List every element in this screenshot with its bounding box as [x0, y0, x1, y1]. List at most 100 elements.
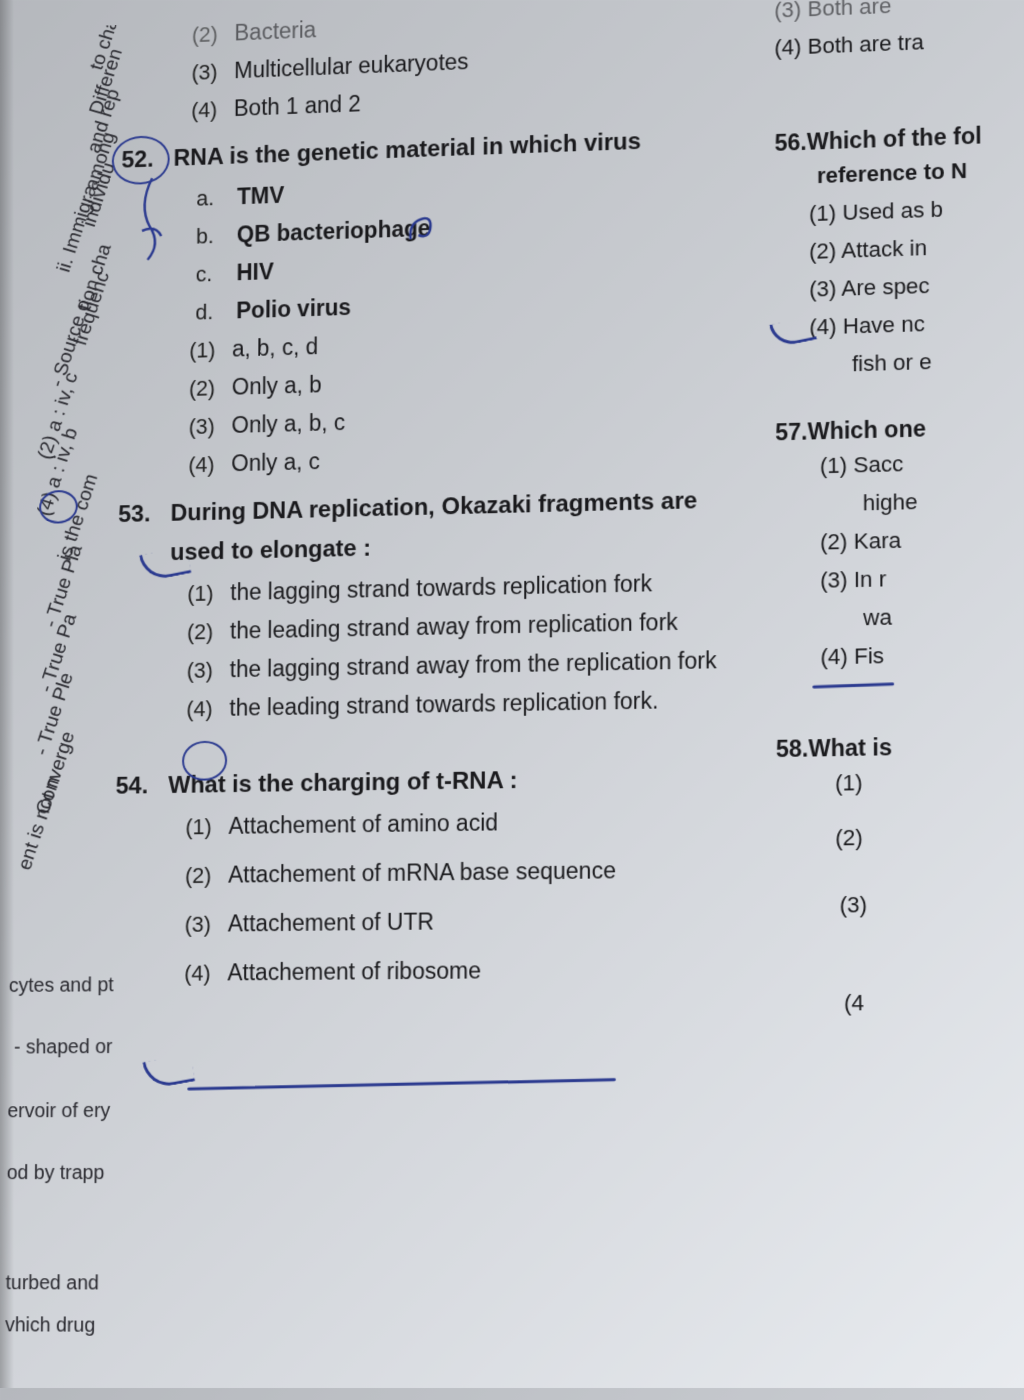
question-54: 54. What is the charging of t-RNA : [115, 760, 731, 805]
q52-option-4: (4) Only a, c [188, 438, 731, 479]
option-text: Bacteria [234, 17, 316, 46]
q53-option-4: (4) the leading strand towards replicati… [186, 686, 731, 722]
q52-sub-options: a. TMV b. QB bacteriophage c. HIV d. Pol… [190, 166, 731, 325]
sub-text: HIV [236, 259, 273, 287]
q53-answer-options: (1) the lagging strand towards replicati… [186, 569, 731, 723]
pen-underline-q54-opt2 [187, 1078, 616, 1090]
option-text: Only a, b, c [231, 409, 345, 439]
right-column: (3) Both are (4) Both are tra 56.Which o… [774, 0, 1024, 1029]
q52-sub-a: a. TMV [190, 166, 730, 211]
option-number: (3) [189, 413, 232, 440]
right-prev-opt4: (4) Both are tra [774, 25, 1024, 61]
option-text: Attachement of ribosome [227, 957, 481, 986]
page-container: to cha Differen and rep among individu i… [2, 0, 1024, 1400]
option-number: (3) [187, 657, 230, 683]
q52-answer-options: (1) a, b, c, d (2) Only a, b (3) Only a,… [188, 321, 731, 478]
option-number: (3) [191, 59, 234, 86]
question-58: 58.What is [776, 732, 1024, 763]
option-text: Only a, c [231, 448, 320, 477]
option-text: Attachement of amino acid [228, 809, 498, 839]
sub-text: QB bacteriophage [237, 215, 431, 248]
question-56-line1: 56.Which of the fol [775, 121, 1024, 157]
q52-sub-b: b. QB bacteriophage [190, 205, 730, 250]
q57-option-3: (3) In r [776, 563, 1024, 595]
q57-option-4: (4) Fis [776, 640, 1024, 671]
q58-option-4: (4 [776, 989, 1024, 1017]
option-text: Attachement of UTR [228, 908, 434, 937]
q58-option-2: (2) [776, 823, 1024, 853]
option-number: (2) [185, 863, 228, 889]
q58-option-3: (3) [776, 890, 1024, 919]
q52-option-3: (3) Only a, b, c [189, 399, 731, 440]
pen-loop-icon [407, 213, 437, 243]
option-number: (2) [189, 375, 232, 402]
option-text: Multicellular eukaryotes [234, 49, 469, 84]
previous-q-option-4: (4) Both 1 and 2 [191, 77, 730, 124]
question-number: 52. [121, 145, 173, 174]
option-number: (4) [188, 452, 231, 479]
margin-fragment: cytes and pt [9, 974, 114, 998]
q56-option-4: (4) Have nc [775, 308, 1024, 342]
option-text: the leading strand towards replication f… [229, 687, 658, 721]
option-number: (3) [185, 912, 228, 938]
q54-option-1: (1) Attachement of amino acid [185, 806, 731, 840]
question-number: 53. [118, 500, 171, 529]
q53-option-3: (3) the lagging strand away from the rep… [187, 647, 731, 684]
q53-option-1: (1) the lagging strand towards replicati… [187, 569, 731, 607]
option-text: the leading strand away from replication… [230, 609, 678, 645]
spacer [118, 560, 170, 561]
q56-option-1: (1) Used as b [775, 194, 1024, 228]
margin-fragment: ervoir of ery [7, 1100, 110, 1123]
option-number: (4) [184, 960, 227, 986]
option-number: (2) [187, 619, 230, 646]
option-number: (4) [186, 696, 229, 722]
margin-fragment: ent is not n [14, 774, 65, 873]
question-text: What is the charging of t-RNA : [168, 763, 518, 804]
q52-option-2: (2) Only a, b [189, 360, 731, 402]
option-text: a, b, c, d [232, 333, 318, 362]
option-text: the lagging strand towards replication f… [230, 570, 652, 606]
margin-fragment: - shaped or [14, 1036, 113, 1059]
q54-option-2: (2) Attachement of mRNA base sequence [185, 856, 731, 889]
sub-letter: a. [190, 185, 237, 212]
q56-option-4b: fish or e [775, 346, 1024, 379]
margin-fragment: od by trapp [7, 1162, 105, 1185]
q54-option-3: (3) Attachement of UTR [185, 905, 732, 937]
q57-option-1b: highe [775, 486, 1024, 518]
previous-q-option-3: (3) Multicellular eukaryotes [191, 38, 730, 86]
q57-option-1a: (1) Sacc [775, 448, 1024, 481]
sub-letter: b. [190, 223, 237, 250]
margin-fragment: turbed and [5, 1272, 99, 1295]
question-text: RNA is the genetic material in which vir… [173, 124, 641, 176]
pen-vertical-loop-icon [132, 176, 171, 265]
question-57: 57.Which one [775, 413, 1024, 447]
sub-letter: d. [190, 299, 237, 326]
option-number: (4) [191, 97, 234, 124]
q58-option-1: (1) [776, 767, 1024, 797]
q54-option-4: (4) Attachement of ribosome [184, 955, 731, 987]
option-number: (1) [189, 337, 232, 364]
q52-option-1: (1) a, b, c, d [189, 321, 730, 364]
q53-option-2: (2) the leading strand away from replica… [187, 608, 731, 646]
option-number: (1) [187, 580, 230, 607]
right-prev-opt3: (3) Both are [774, 0, 1024, 24]
question-number: 54. [116, 772, 169, 800]
option-text: Both 1 and 2 [234, 91, 361, 122]
option-text: Attachement of mRNA base sequence [228, 857, 616, 888]
question-56-line2: reference to N [775, 156, 1024, 191]
q56-option-3: (3) Are spec [775, 270, 1024, 304]
q57-option-2: (2) Kara [775, 525, 1024, 557]
option-text: the lagging strand away from the replica… [230, 647, 717, 683]
option-number: (2) [192, 21, 235, 48]
question-text-line2: used to elongate : [170, 531, 371, 571]
option-text: Only a, b [232, 372, 322, 401]
q54-answer-options: (1) Attachement of amino acid (2) Attach… [184, 806, 731, 987]
main-column: (2) Bacteria (3) Multicellular eukaryote… [114, 0, 732, 1009]
sub-letter: c. [190, 261, 237, 288]
q52-sub-d: d. Polio virus [190, 282, 731, 325]
q57-option-3b: wa [776, 602, 1024, 633]
q52-sub-c: c. HIV [190, 244, 731, 288]
margin-fragment: vhich drug [5, 1314, 95, 1338]
q56-option-2: (2) Attack in [775, 232, 1024, 266]
option-number: (1) [185, 814, 228, 840]
